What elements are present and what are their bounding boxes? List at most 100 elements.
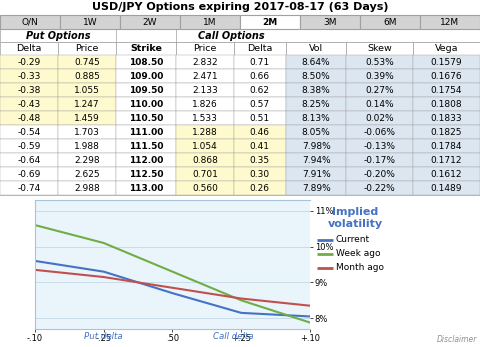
Bar xyxy=(0,42,59,55)
Bar xyxy=(347,97,413,111)
Text: 6M: 6M xyxy=(383,17,397,26)
Bar xyxy=(59,55,116,69)
Text: 1.533: 1.533 xyxy=(192,113,218,122)
Text: Vol: Vol xyxy=(309,44,323,53)
Text: -0.48: -0.48 xyxy=(18,113,41,122)
Text: Call Options: Call Options xyxy=(198,31,264,41)
Text: -0.06%: -0.06% xyxy=(364,127,396,136)
Text: Call delta: Call delta xyxy=(213,332,253,341)
Bar xyxy=(176,55,234,69)
Bar xyxy=(413,83,480,97)
Text: 110.00: 110.00 xyxy=(129,100,163,109)
Text: Put Options: Put Options xyxy=(25,31,90,41)
Bar xyxy=(0,125,59,139)
Bar xyxy=(234,69,286,83)
Text: 12M: 12M xyxy=(441,17,459,26)
Bar xyxy=(347,111,413,125)
Bar xyxy=(240,15,300,29)
Text: 0.27%: 0.27% xyxy=(365,85,394,94)
Text: Delta: Delta xyxy=(247,44,273,53)
Bar xyxy=(347,139,413,153)
Bar xyxy=(59,83,116,97)
Text: 1.988: 1.988 xyxy=(74,142,100,151)
Text: 0.745: 0.745 xyxy=(74,58,100,67)
Bar xyxy=(413,139,480,153)
Bar xyxy=(176,83,234,97)
Bar xyxy=(234,167,286,181)
Bar xyxy=(176,139,234,153)
Bar xyxy=(0,139,59,153)
Bar xyxy=(234,181,286,195)
Text: 0.46: 0.46 xyxy=(250,127,270,136)
Text: Implied
volatility: Implied volatility xyxy=(327,207,383,229)
Text: 8.13%: 8.13% xyxy=(302,113,331,122)
Bar xyxy=(286,97,347,111)
Bar xyxy=(360,15,420,29)
Text: Current: Current xyxy=(336,236,370,245)
Text: 3M: 3M xyxy=(323,17,337,26)
Bar xyxy=(116,139,176,153)
Bar xyxy=(59,181,116,195)
Bar xyxy=(413,42,480,55)
Text: 2.133: 2.133 xyxy=(192,85,218,94)
Text: -0.33: -0.33 xyxy=(18,71,41,81)
Bar xyxy=(176,167,234,181)
Bar xyxy=(116,55,176,69)
Bar xyxy=(116,83,176,97)
Text: 1.288: 1.288 xyxy=(192,127,218,136)
Text: 2M: 2M xyxy=(263,17,277,26)
Text: 2.625: 2.625 xyxy=(74,169,100,178)
Text: 8.64%: 8.64% xyxy=(302,58,331,67)
Bar xyxy=(0,55,59,69)
Bar xyxy=(300,15,360,29)
Bar xyxy=(347,55,413,69)
Bar xyxy=(234,139,286,153)
Text: 1M: 1M xyxy=(203,17,217,26)
Bar xyxy=(59,125,116,139)
Text: 0.1808: 0.1808 xyxy=(431,100,462,109)
Text: 2.832: 2.832 xyxy=(192,58,218,67)
Bar xyxy=(347,83,413,97)
Text: 111.50: 111.50 xyxy=(129,142,163,151)
Text: 7.94%: 7.94% xyxy=(302,155,331,164)
Text: 1.055: 1.055 xyxy=(74,85,100,94)
Text: Price: Price xyxy=(75,44,99,53)
Bar xyxy=(286,153,347,167)
Text: -0.17%: -0.17% xyxy=(364,155,396,164)
Text: -0.43: -0.43 xyxy=(18,100,41,109)
Bar xyxy=(176,69,234,83)
Bar xyxy=(0,181,59,195)
Bar xyxy=(347,153,413,167)
Text: 0.885: 0.885 xyxy=(74,71,100,81)
Bar xyxy=(176,111,234,125)
Text: 0.1833: 0.1833 xyxy=(431,113,462,122)
Text: 0.41: 0.41 xyxy=(250,142,270,151)
Text: -0.13%: -0.13% xyxy=(364,142,396,151)
Bar xyxy=(59,97,116,111)
Text: 7.91%: 7.91% xyxy=(302,169,331,178)
Bar xyxy=(59,69,116,83)
Text: Vega: Vega xyxy=(435,44,458,53)
Bar xyxy=(413,181,480,195)
Text: 111.00: 111.00 xyxy=(129,127,163,136)
Text: -0.20%: -0.20% xyxy=(364,169,396,178)
Bar xyxy=(286,111,347,125)
Text: 0.39%: 0.39% xyxy=(365,71,394,81)
Text: 0.1754: 0.1754 xyxy=(431,85,462,94)
Text: 0.53%: 0.53% xyxy=(365,58,394,67)
Text: -0.54: -0.54 xyxy=(18,127,41,136)
Text: 2.298: 2.298 xyxy=(74,155,100,164)
Bar xyxy=(347,42,413,55)
Bar xyxy=(116,42,176,55)
Bar xyxy=(234,97,286,111)
Bar xyxy=(347,181,413,195)
Text: Strike: Strike xyxy=(130,44,162,53)
Text: 0.1612: 0.1612 xyxy=(431,169,462,178)
Bar xyxy=(180,15,240,29)
Bar xyxy=(234,55,286,69)
Bar xyxy=(234,125,286,139)
Text: -0.22%: -0.22% xyxy=(364,184,396,193)
Text: 2W: 2W xyxy=(143,17,157,26)
Bar xyxy=(116,181,176,195)
Text: 113.00: 113.00 xyxy=(129,184,163,193)
